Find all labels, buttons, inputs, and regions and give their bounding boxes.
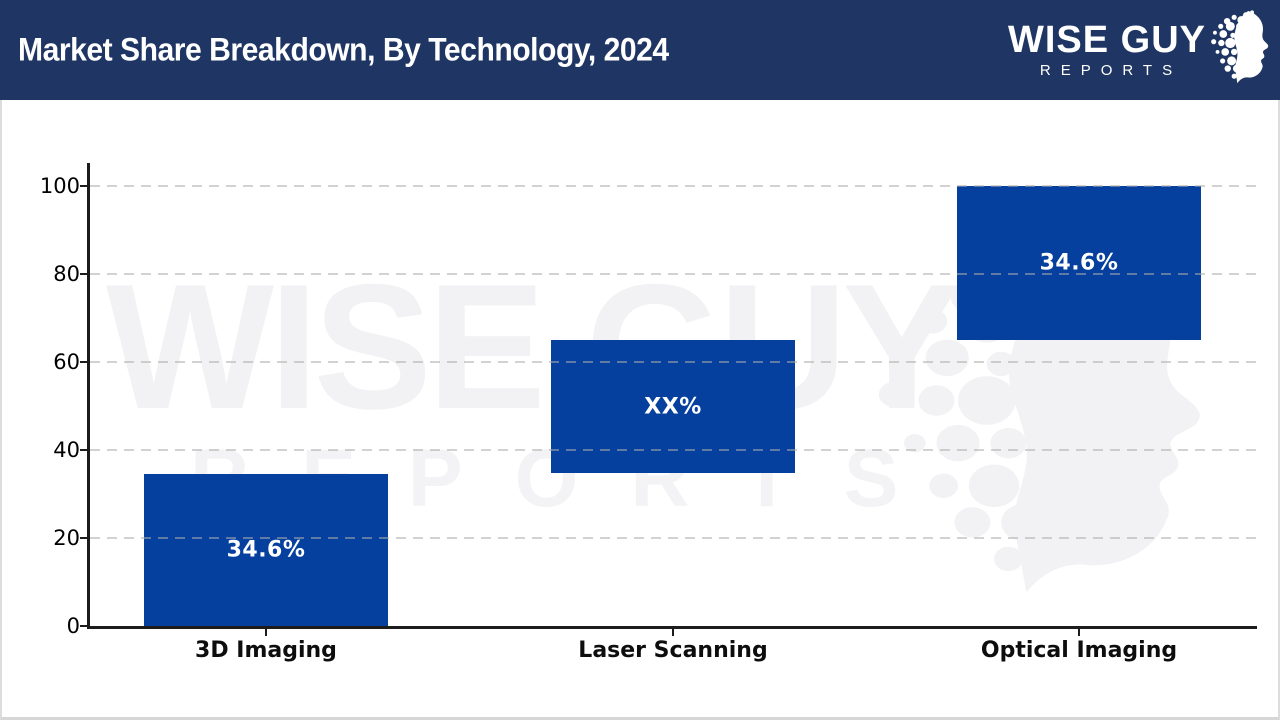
gridline <box>90 449 1257 451</box>
x-axis-tick <box>265 629 267 636</box>
y-axis-tick-label: 40 <box>53 438 80 462</box>
logo-text: WISE GUY REPORTS <box>1008 21 1206 79</box>
bar-value-label: 34.6% <box>226 537 306 563</box>
y-axis-tick <box>80 625 90 627</box>
y-axis-tick <box>80 449 90 451</box>
y-axis-tick <box>80 273 90 275</box>
y-axis-tick-label: 80 <box>53 262 80 286</box>
header-bar: Market Share Breakdown, By Technology, 2… <box>0 0 1280 100</box>
y-axis-tick <box>80 537 90 539</box>
gridline <box>90 537 1257 539</box>
y-axis-tick-label: 100 <box>39 174 80 198</box>
x-axis-line <box>87 626 1257 629</box>
dotted-head-logo-icon <box>1211 10 1269 84</box>
gridline <box>90 273 1257 275</box>
chart-area: WISE GUY REPORTS 0 20 40 60 80 100 34.6% 3D Ima… <box>0 100 1280 720</box>
plot-region: 0 20 40 60 80 100 34.6% 3D Imaging XX% Laser Scan… <box>2 100 1278 717</box>
bar-segment <box>144 474 388 626</box>
y-axis-tick <box>80 361 90 363</box>
brand-logo: WISE GUY REPORTS <box>1008 0 1270 100</box>
bar-value-label: XX% <box>644 394 702 420</box>
gridline <box>90 361 1257 363</box>
bar-value-label: 34.6% <box>1039 250 1119 276</box>
page-title: Market Share Breakdown, By Technology, 2… <box>18 31 669 68</box>
x-axis-tick <box>672 629 674 636</box>
category-label: Laser Scanning <box>578 638 768 663</box>
x-axis-tick <box>1078 629 1080 636</box>
gridline <box>90 185 1257 187</box>
y-axis-tick <box>80 185 90 187</box>
category-label: 3D Imaging <box>195 638 337 663</box>
y-axis-line <box>87 163 90 629</box>
y-axis-tick-label: 20 <box>53 526 80 550</box>
y-axis-tick-label: 60 <box>53 350 80 374</box>
category-label: Optical Imaging <box>980 638 1178 663</box>
logo-wordmark: WISE GUY <box>1007 19 1206 61</box>
y-axis-tick-label: 0 <box>66 614 80 638</box>
logo-subtext: REPORTS <box>1039 62 1183 79</box>
